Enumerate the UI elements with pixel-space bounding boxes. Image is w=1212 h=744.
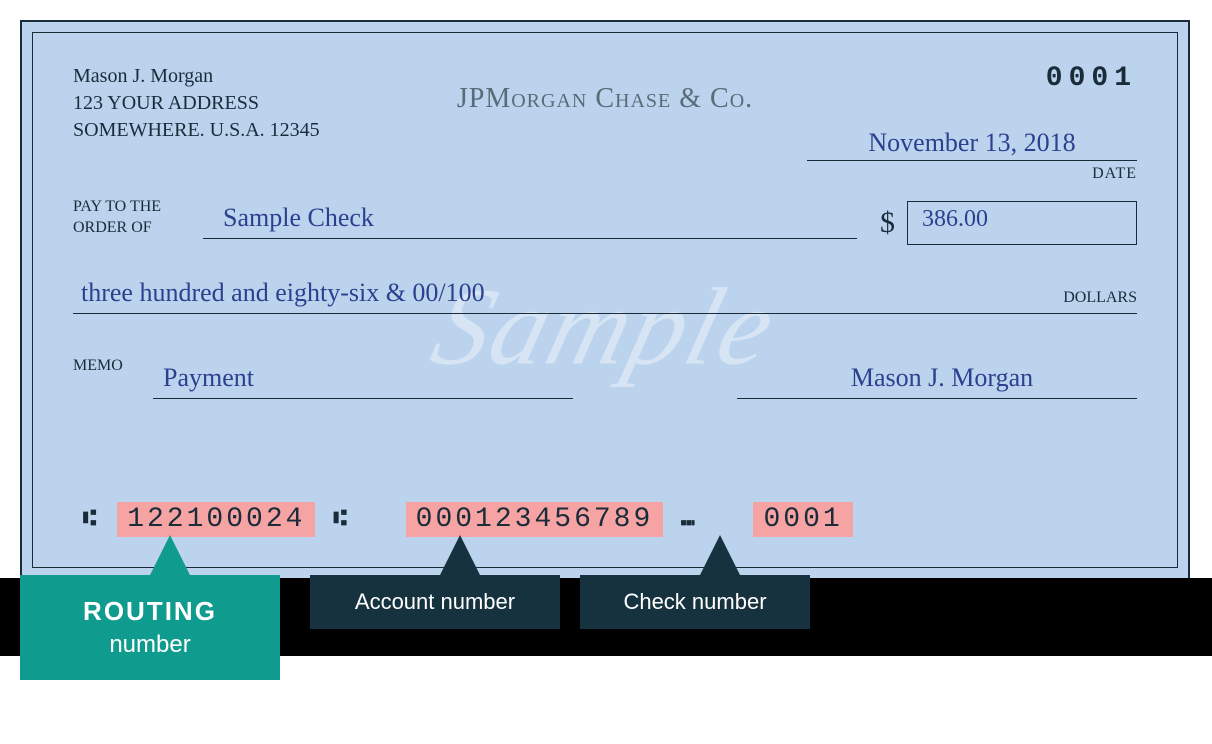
amount-words-line: three hundred and eighty-six & 00/100 DO… (73, 278, 1137, 314)
date-value: November 13, 2018 (807, 128, 1137, 161)
micr-symbol-icon: ⑆ (83, 507, 99, 532)
micr-symbol-icon: ⑆ (333, 507, 349, 532)
amount-words-area: three hundred and eighty-six & 00/100 DO… (73, 278, 1137, 314)
amount-numeric-box: 386.00 (907, 201, 1137, 245)
pay-to-area: PAY TO THE ORDER OF Sample Check (73, 203, 857, 239)
callout-pointer-icon (440, 535, 480, 575)
dollar-sign: $ (880, 206, 895, 240)
routing-label-line2: number (46, 629, 254, 660)
account-number: 000123456789 (406, 502, 664, 537)
routing-callout-box: ROUTING number (20, 575, 280, 680)
payer-address-line1: 123 YOUR ADDRESS (73, 90, 320, 117)
account-callout-box: Account number (310, 575, 560, 629)
callout-pointer-icon (700, 535, 740, 575)
amount-box-area: $ 386.00 (880, 201, 1137, 245)
check-number-top: 0001 (1046, 63, 1137, 94)
check-container: Sample Mason J. Morgan 123 YOUR ADDRESS … (20, 20, 1190, 580)
bank-name: JPMorgan Chase & Co. (457, 83, 753, 115)
payer-address-line2: SOMEWHERE. U.S.A. 12345 (73, 117, 320, 144)
payer-name: Mason J. Morgan (73, 63, 320, 90)
payer-address-block: Mason J. Morgan 123 YOUR ADDRESS SOMEWHE… (73, 63, 320, 144)
routing-label-line1: ROUTING (46, 595, 254, 629)
signature-area: Mason J. Morgan (737, 363, 1137, 399)
amount-words-text: three hundred and eighty-six & 00/100 (81, 278, 485, 307)
check-inner-border: Sample Mason J. Morgan 123 YOUR ADDRESS … (32, 32, 1178, 568)
memo-label: MEMO (73, 357, 123, 375)
memo-line: Payment (153, 363, 573, 399)
signature-line: Mason J. Morgan (737, 363, 1137, 399)
routing-callout: ROUTING number (20, 535, 280, 680)
pay-to-label: PAY TO THE ORDER OF (73, 197, 161, 239)
pay-to-label-line2: ORDER OF (73, 218, 161, 239)
checknum-callout-box: Check number (580, 575, 810, 629)
micr-dash-icon: ⑉ (681, 507, 697, 532)
date-label: DATE (807, 165, 1137, 183)
pay-to-label-line1: PAY TO THE (73, 197, 161, 218)
account-callout: Account number (310, 535, 560, 629)
micr-line: ⑆ 122100024 ⑆ 000123456789 ⑉ 0001 (83, 502, 853, 537)
check-number-micr: 0001 (753, 502, 852, 537)
memo-area: MEMO Payment (73, 363, 573, 399)
payee-line: Sample Check (203, 203, 857, 239)
checknum-callout: Check number (580, 535, 810, 629)
dollars-label: DOLLARS (1063, 289, 1137, 307)
callout-pointer-icon (150, 535, 190, 575)
routing-number: 122100024 (117, 502, 315, 537)
date-area: November 13, 2018 DATE (807, 128, 1137, 183)
